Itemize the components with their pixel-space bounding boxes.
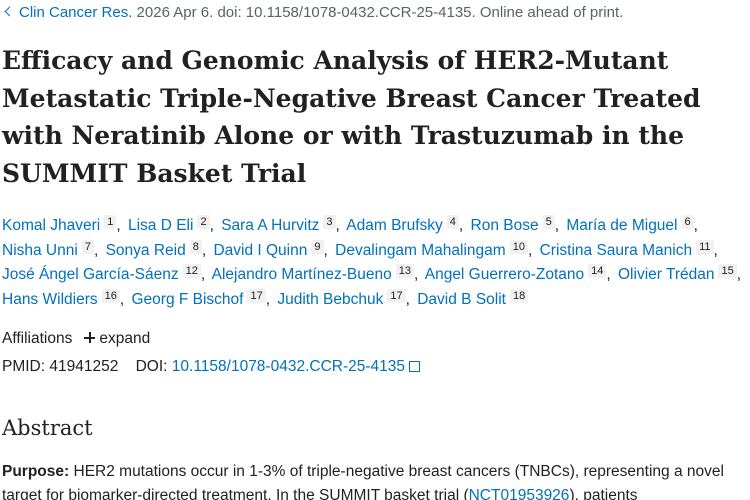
author: Alejandro Martínez-Bueno 13 — [211, 264, 421, 284]
identifiers: PMID: 41941252 DOI: 10.1158/1078-0432.CC… — [2, 358, 421, 376]
author-name[interactable]: Lisa D Eli — [127, 217, 194, 234]
affiliation-number[interactable]: 2 — [197, 215, 210, 229]
affiliation-number[interactable]: 17 — [247, 289, 266, 304]
author-name[interactable]: Olivier Trédan — [618, 266, 715, 284]
author-name[interactable]: Nisha Unni — [2, 241, 78, 259]
author: Angel Guerrero-Zotano 14 — [424, 264, 614, 284]
author: Cristina Saura Manich 11 — [539, 239, 721, 259]
plus-icon — [84, 332, 96, 343]
pmid-label: PMID: — [2, 358, 46, 375]
purpose-label: Purpose: — [2, 463, 70, 480]
abstract-purpose: Purpose: HER2 mutations occur in 1-3% of… — [2, 460, 742, 500]
external-icon — [409, 361, 421, 372]
author: Hans Wildiers 16 — [2, 289, 127, 309]
affiliation-number[interactable]: 10 — [509, 239, 528, 254]
affiliation-number[interactable]: 8 — [189, 239, 202, 254]
author-name[interactable]: Komal Jhaveri — [2, 217, 101, 234]
journal-link[interactable]: Clin Cancer Res. — [19, 4, 133, 21]
author-name[interactable]: José Ángel García-Sáenz — [2, 266, 179, 284]
doi-link[interactable]: 10.1158/1078-0432.CCR-25-4135 — [171, 358, 421, 375]
author-name[interactable]: Ron Bose — [470, 217, 539, 234]
affiliation-number[interactable]: 18 — [509, 289, 529, 304]
affiliation-number[interactable]: 15 — [718, 264, 737, 279]
author: Sara A Hurvitz 3 — [221, 215, 343, 234]
author-name[interactable]: Judith Bebchuk — [277, 291, 384, 309]
author-name[interactable]: Georg F Bischof — [131, 291, 244, 309]
chevron-icon — [4, 6, 15, 17]
author: Georg F Bischof 17 — [131, 289, 273, 309]
author-name[interactable]: David B Solit — [417, 291, 506, 309]
author-name[interactable]: Sara A Hurvitz — [221, 217, 320, 234]
author-name[interactable]: María de Miguel — [566, 217, 678, 234]
author: Adam Brufsky 4 — [346, 215, 466, 234]
author-name[interactable]: Cristina Saura Manich — [539, 241, 693, 259]
author-name[interactable]: Adam Brufsky — [346, 217, 443, 234]
affiliation-number[interactable]: 7 — [81, 239, 94, 254]
affiliation-number[interactable]: 6 — [681, 215, 694, 229]
author: María de Miguel 6 — [566, 215, 701, 234]
author: Komal Jhaveri 1 — [2, 215, 124, 234]
doi-label: DOI: — [135, 358, 168, 375]
author: Devalingam Mahalingam 10 — [335, 239, 535, 259]
doi: 10.1158/1078-0432.CCR-25-4135 — [171, 358, 406, 375]
affiliation-number[interactable]: 14 — [588, 264, 607, 279]
author-name[interactable]: Alejandro Martínez-Bueno — [211, 266, 392, 284]
affiliation-number[interactable]: 9 — [311, 239, 324, 254]
author: David I Quinn 9 — [213, 239, 331, 259]
affiliation-number[interactable]: 12 — [182, 264, 201, 279]
expand-toggle[interactable]: expand — [99, 330, 151, 347]
author: Lisa D Eli 2 — [127, 215, 217, 234]
author: Sonya Reid 8 — [105, 239, 209, 259]
affiliation-number[interactable]: 11 — [696, 239, 714, 254]
affiliation-number[interactable]: 5 — [542, 215, 555, 229]
author: Olivier Trédan 15 — [618, 264, 744, 284]
affiliation-number[interactable]: 16 — [101, 289, 120, 304]
affiliation-number[interactable]: 3 — [323, 215, 336, 229]
author: Ron Bose 5 — [470, 215, 562, 234]
author: Judith Bebchuk 17 — [277, 289, 413, 309]
citation: 2026 Apr 6. doi: 10.1158/1078-0432.CCR-2… — [136, 4, 624, 21]
author-name[interactable]: David I Quinn — [213, 241, 308, 259]
trial-link[interactable]: NCT01953926 — [468, 487, 570, 500]
journal-line: Clin Cancer Res. 2026 Apr 6. doi: 10.115… — [2, 4, 623, 21]
affiliation-number[interactable]: 17 — [387, 289, 406, 304]
author: Nisha Unni 7 — [2, 239, 101, 259]
affiliations: Affiliations expand — [2, 330, 150, 348]
affiliations-label: Affiliations — [2, 330, 73, 347]
author-name[interactable]: Angel Guerrero-Zotano — [424, 266, 585, 284]
abstract-heading: Abstract — [2, 416, 93, 440]
author: David B Solit 18 — [417, 289, 529, 309]
article-title: Efficacy and Genomic Analysis of HER2-Mu… — [2, 46, 701, 188]
author-name[interactable]: Devalingam Mahalingam — [335, 241, 506, 259]
author-name[interactable]: Hans Wildiers — [2, 291, 98, 309]
affiliation-number[interactable]: 1 — [104, 215, 117, 229]
author: José Ángel García-Sáenz 12 — [2, 264, 208, 284]
pmid: 41941252 — [49, 358, 119, 375]
affiliation-number[interactable]: 13 — [395, 264, 414, 279]
affiliation-number[interactable]: 4 — [446, 215, 459, 229]
purpose-text: ), patients — [569, 487, 638, 500]
purpose-text: HER2 mutations occur in 1-3% of triple-n… — [2, 463, 724, 500]
author-name[interactable]: Sonya Reid — [105, 241, 186, 259]
